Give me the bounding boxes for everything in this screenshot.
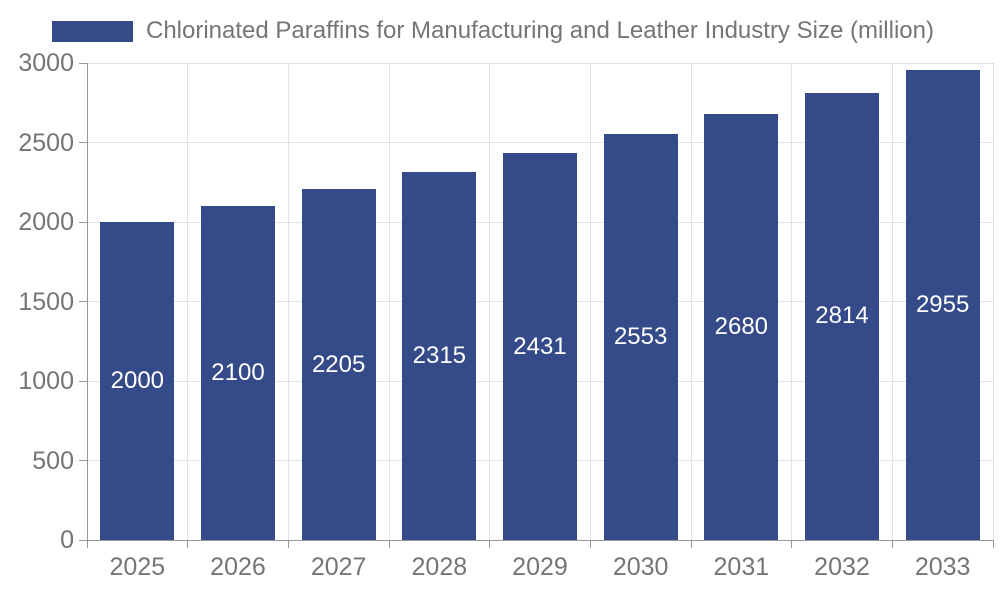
bar-value-label: 2553 <box>613 323 668 351</box>
y-axis-tick <box>79 62 87 64</box>
y-axis-tick <box>79 539 87 541</box>
bar <box>905 70 980 540</box>
y-axis-label: 1000 <box>18 367 74 395</box>
x-axis-tick <box>86 540 88 548</box>
x-axis-label: 2031 <box>713 553 770 581</box>
y-axis-tick <box>79 460 87 461</box>
bar <box>100 222 175 540</box>
y-axis-label: 2000 <box>18 208 74 236</box>
bar <box>201 206 275 540</box>
gridline-horizontal <box>87 142 993 143</box>
bar <box>603 134 678 540</box>
gridline-horizontal <box>87 62 993 64</box>
x-axis-tick <box>891 540 893 548</box>
bar-value-label: 2000 <box>110 367 165 394</box>
x-axis-line <box>87 540 993 541</box>
x-axis-label: 2028 <box>411 553 468 581</box>
x-axis-label: 2025 <box>109 553 166 581</box>
x-axis-tick <box>690 540 692 548</box>
gridline-vertical <box>891 63 893 540</box>
x-axis-tick <box>388 540 390 548</box>
bar <box>503 153 577 540</box>
bar-value-label: 2680 <box>714 312 769 340</box>
gridline-vertical <box>187 63 189 540</box>
y-axis-label: 2500 <box>18 128 74 157</box>
x-axis-label: 2026 <box>210 553 266 581</box>
x-axis-tick <box>187 540 189 548</box>
x-axis-tick <box>791 540 793 548</box>
gridline-vertical <box>992 63 994 540</box>
x-axis-label: 2027 <box>310 553 367 581</box>
y-axis-tick <box>79 380 87 382</box>
bar-value-label: 2955 <box>915 291 970 319</box>
gridline-vertical <box>489 63 491 540</box>
x-axis-label: 2029 <box>512 553 568 581</box>
x-axis-tick <box>489 540 491 548</box>
gridline-vertical <box>388 63 390 540</box>
bar-value-label: 2100 <box>211 359 265 387</box>
x-axis-label: 2033 <box>914 553 971 581</box>
y-axis-label: 1500 <box>18 287 74 316</box>
y-axis-label: 0 <box>60 526 74 554</box>
bar <box>704 113 779 540</box>
bar-value-label: 2315 <box>412 341 467 369</box>
x-axis-tick <box>287 540 289 548</box>
y-axis-label: 500 <box>32 446 74 475</box>
gridline-vertical <box>690 63 692 540</box>
x-axis-tick <box>992 540 994 548</box>
y-axis-tick <box>79 142 87 143</box>
y-axis-tick <box>79 301 87 302</box>
x-axis-tick <box>589 540 591 548</box>
gridline-vertical <box>791 63 793 540</box>
x-axis-label: 2032 <box>814 553 870 581</box>
bar-value-label: 2431 <box>513 332 567 360</box>
legend-swatch <box>52 20 133 42</box>
y-axis-tick <box>79 221 87 223</box>
x-axis-label: 2030 <box>612 553 669 581</box>
chart-title: Chlorinated Paraffins for Manufacturing … <box>146 17 934 44</box>
bar <box>805 92 879 540</box>
plot-area: 0 500 1000 1500 2000 2500 3000 2000 2025 2100 2026… <box>18 50 994 580</box>
legend-item[interactable]: Chlorinated Paraffins for Manufacturing … <box>52 18 934 44</box>
gridline-vertical <box>287 63 289 540</box>
bar-value-label: 2814 <box>815 302 869 330</box>
y-axis-label: 3000 <box>18 49 74 77</box>
y-axis-line <box>87 63 88 540</box>
gridline-vertical <box>589 63 591 540</box>
bar <box>402 171 477 540</box>
bar <box>301 189 376 540</box>
bar-value-label: 2205 <box>311 350 366 378</box>
